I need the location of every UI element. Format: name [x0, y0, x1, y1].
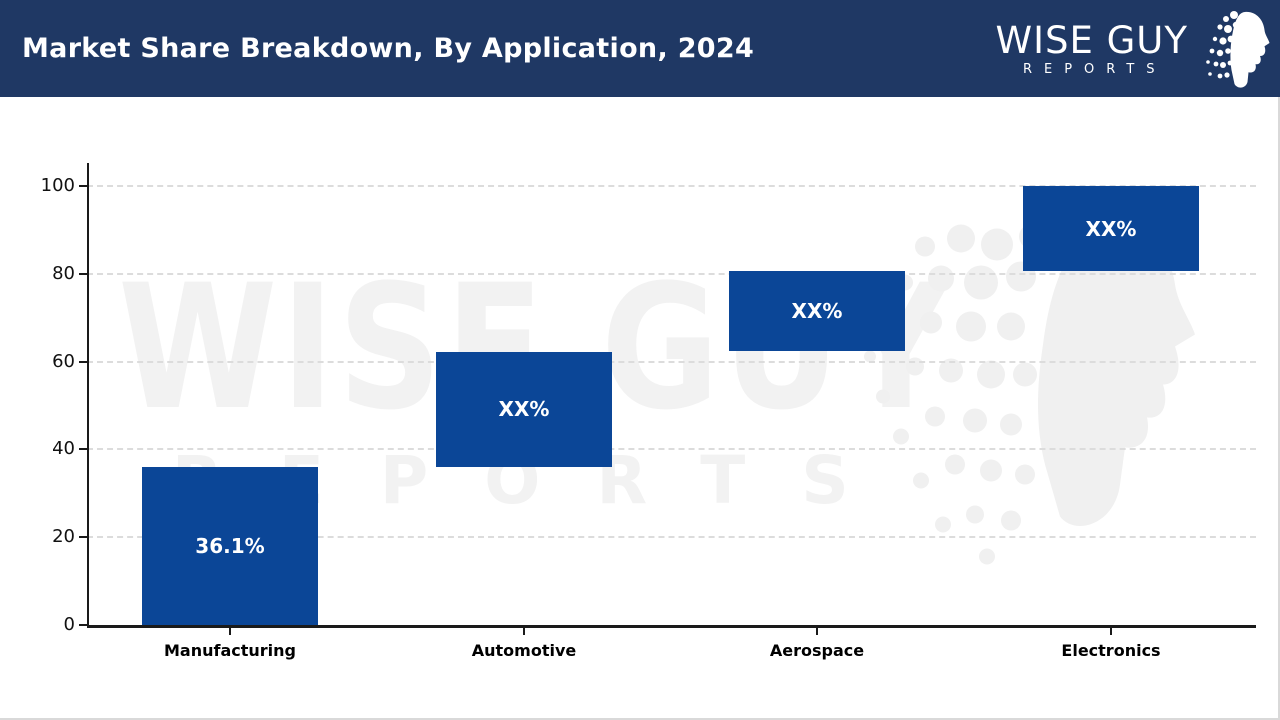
bar-value-label: XX% — [498, 397, 550, 421]
chart-area: WISE GUY REPORTS 0 20 40 60 80 100 36.1% XX% XX%… — [0, 97, 1280, 718]
x-category-label-manufacturing: Manufacturing — [164, 641, 296, 660]
bar-value-label: XX% — [1085, 216, 1137, 241]
header-bar: Market Share Breakdown, By Application, … — [0, 0, 1280, 97]
logo-wordmark: WISE GUY REPORTS — [996, 22, 1188, 76]
y-tick-mark — [79, 536, 87, 539]
logo-wordmark-line2: REPORTS — [1022, 61, 1167, 77]
gridline-60 — [87, 360, 1256, 363]
logo-wordmark-line1: WISE GUY — [995, 18, 1188, 62]
bar-electronics: XX% — [1023, 186, 1199, 272]
bar-aerospace: XX% — [729, 271, 905, 352]
x-category-label-aerospace: Aerospace — [769, 641, 865, 660]
bar-value-label: 36.1% — [195, 533, 265, 558]
plot: 0 20 40 60 80 100 36.1% XX% XX% XX% Manufacturing A… — [0, 97, 1280, 718]
y-axis-line — [87, 163, 89, 627]
y-tick-mark — [79, 185, 87, 187]
bar-manufacturing: 36.1% — [142, 466, 318, 625]
y-tick-mark — [79, 360, 87, 363]
gridline-100 — [87, 185, 1256, 187]
chart-title: Market Share Breakdown, By Application, … — [22, 33, 755, 64]
y-tick-label: 80 — [52, 262, 75, 284]
y-tick-label: 0 — [63, 614, 75, 635]
y-tick-mark — [79, 624, 87, 626]
y-tick-label: 60 — [52, 350, 75, 372]
y-tick-mark — [79, 272, 87, 275]
y-tick-mark — [79, 448, 87, 451]
x-tick-mark — [229, 627, 231, 635]
x-tick-mark — [1110, 627, 1112, 635]
logo-face-icon — [1206, 10, 1270, 88]
bar-value-label: XX% — [791, 299, 843, 324]
y-tick-label: 20 — [52, 526, 75, 548]
x-axis-line — [87, 625, 1256, 628]
x-category-label-automotive: Automotive — [471, 641, 577, 660]
bar-automotive: XX% — [436, 351, 612, 467]
gridline-40 — [87, 448, 1256, 451]
gridline-20 — [87, 536, 1256, 539]
y-tick-label: 40 — [52, 438, 75, 460]
gridline-80 — [87, 272, 1256, 275]
x-category-label-electronics: Electronics — [1061, 641, 1161, 660]
y-tick-label: 100 — [40, 175, 75, 196]
x-tick-mark — [816, 627, 818, 635]
x-tick-mark — [523, 627, 525, 635]
wise-guy-reports-logo: WISE GUY REPORTS — [996, 8, 1270, 90]
